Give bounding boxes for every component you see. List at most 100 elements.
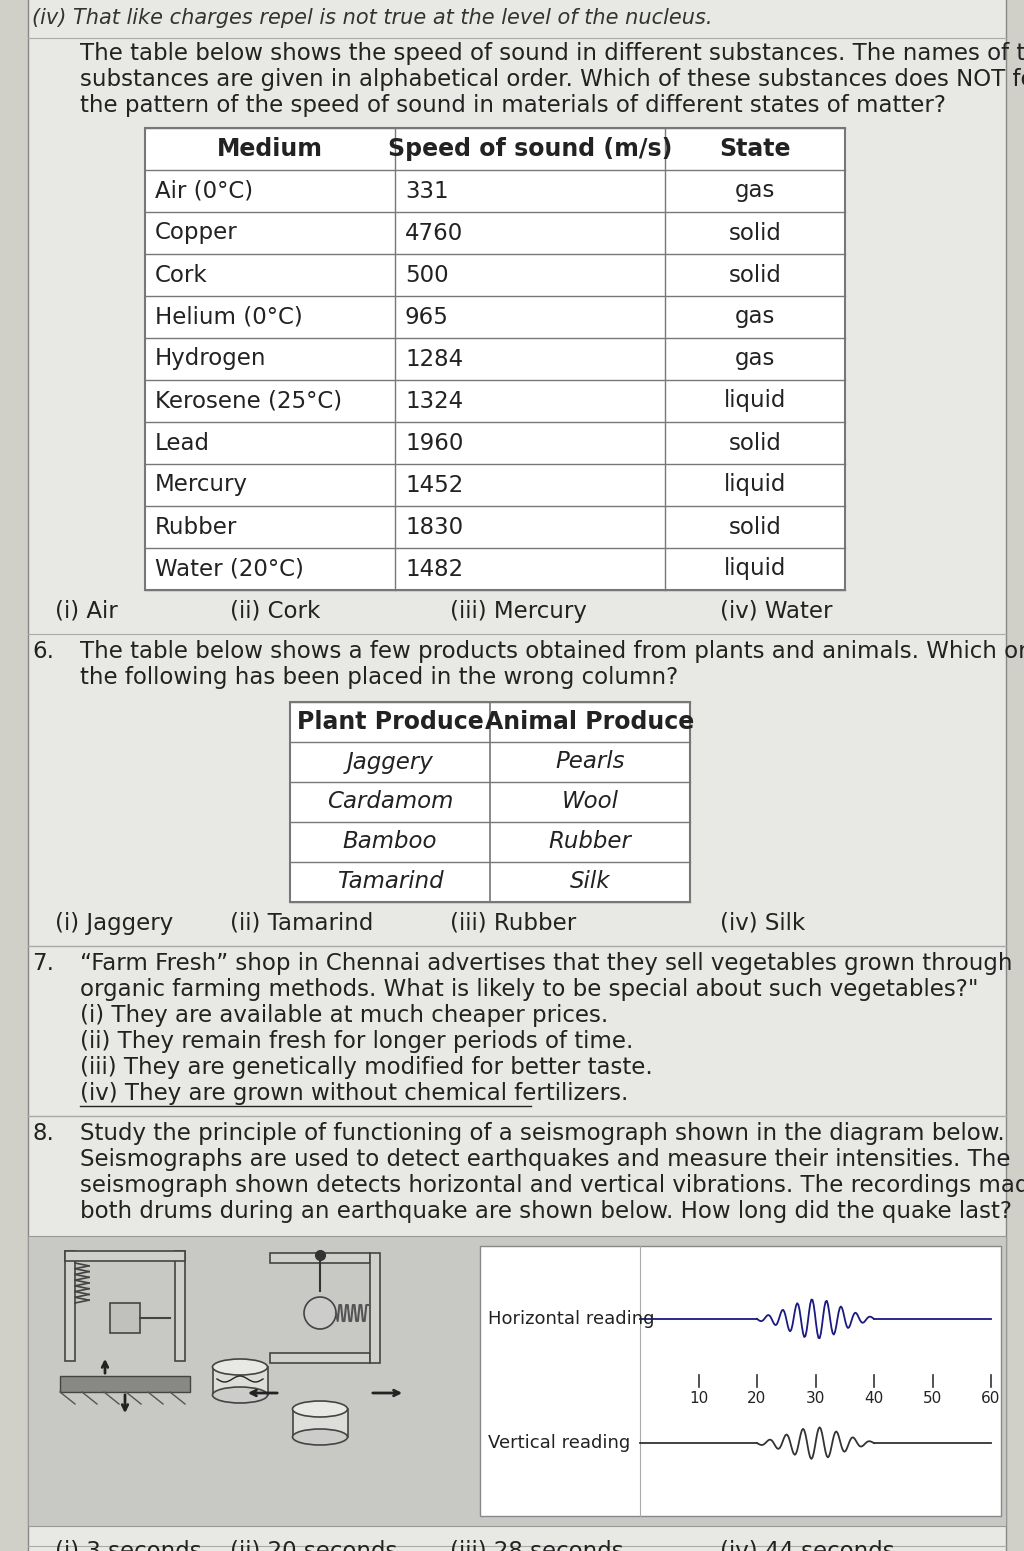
Text: (iv) That like charges repel is not true at the level of the nucleus.: (iv) That like charges repel is not true… [32, 8, 713, 28]
Text: Mercury: Mercury [155, 473, 248, 496]
Text: solid: solid [728, 222, 781, 245]
Text: Cardamom: Cardamom [327, 791, 454, 814]
Text: (i) 3 seconds: (i) 3 seconds [55, 1540, 202, 1551]
Bar [110, 1303, 140, 1332]
Bar [65, 1252, 75, 1360]
Text: Tamarind: Tamarind [337, 870, 443, 893]
Text: Horizontal reading: Horizontal reading [488, 1311, 654, 1328]
Text: 965: 965 [406, 306, 449, 329]
Bar [60, 1376, 190, 1391]
Text: 500: 500 [406, 264, 449, 287]
Text: Jaggery: Jaggery [347, 751, 433, 774]
Bar [290, 703, 690, 903]
Text: (iii) Rubber: (iii) Rubber [450, 912, 577, 935]
Text: (iii) They are genetically modified for better taste.: (iii) They are genetically modified for … [80, 1056, 652, 1079]
Text: Bamboo: Bamboo [343, 830, 437, 853]
Bar [1006, 0, 1024, 1551]
Bar [0, 0, 28, 1551]
Bar [293, 1408, 348, 1436]
Text: solid: solid [728, 431, 781, 454]
Ellipse shape [213, 1359, 267, 1376]
Text: Medium: Medium [217, 136, 323, 161]
Ellipse shape [293, 1428, 347, 1446]
Text: 6.: 6. [32, 641, 54, 662]
Text: Kerosene (25°C): Kerosene (25°C) [155, 389, 342, 413]
Text: The table below shows the speed of sound in different substances. The names of t: The table below shows the speed of sound… [80, 42, 1024, 65]
Text: (iv) 44 seconds: (iv) 44 seconds [720, 1540, 895, 1551]
Text: (iii) Mercury: (iii) Mercury [450, 600, 587, 624]
Bar [213, 1366, 268, 1394]
Bar [145, 129, 845, 589]
Text: Rubber: Rubber [155, 515, 238, 538]
Ellipse shape [213, 1387, 267, 1404]
Text: Animal Produce: Animal Produce [485, 710, 694, 734]
Text: Cork: Cork [155, 264, 208, 287]
Text: the following has been placed in the wrong column?: the following has been placed in the wro… [80, 665, 678, 689]
Text: liquid: liquid [724, 473, 786, 496]
Text: solid: solid [728, 264, 781, 287]
Bar [28, 1236, 1006, 1526]
Text: 20: 20 [748, 1391, 767, 1407]
Text: Air (0°C): Air (0°C) [155, 180, 253, 203]
Text: Plant Produce: Plant Produce [297, 710, 483, 734]
Text: 50: 50 [923, 1391, 942, 1407]
Text: Speed of sound (m/s): Speed of sound (m/s) [388, 136, 672, 161]
Text: The table below shows a few products obtained from plants and animals. Which one: The table below shows a few products obt… [80, 641, 1024, 662]
Text: Copper: Copper [155, 222, 238, 245]
Text: (i) Air: (i) Air [55, 600, 118, 624]
Text: solid: solid [728, 515, 781, 538]
Text: 1452: 1452 [406, 473, 463, 496]
Ellipse shape [304, 1297, 336, 1329]
Bar [270, 1253, 370, 1263]
Text: gas: gas [735, 306, 775, 329]
Text: gas: gas [735, 180, 775, 203]
Text: gas: gas [735, 347, 775, 371]
Text: 60: 60 [981, 1391, 1000, 1407]
Text: “Farm Fresh” shop in Chennai advertises that they sell vegetables grown through: “Farm Fresh” shop in Chennai advertises … [80, 952, 1013, 976]
Text: liquid: liquid [724, 557, 786, 580]
Text: 4760: 4760 [406, 222, 463, 245]
Text: 8.: 8. [32, 1121, 54, 1145]
Text: Vertical reading: Vertical reading [488, 1435, 630, 1452]
Text: (iii) 28 seconds: (iii) 28 seconds [450, 1540, 624, 1551]
Text: both drums during an earthquake are shown below. How long did the quake last?: both drums during an earthquake are show… [80, 1200, 1012, 1224]
Ellipse shape [293, 1401, 347, 1418]
Text: (iv) Water: (iv) Water [720, 600, 833, 624]
Text: Lead: Lead [155, 431, 210, 454]
Text: 331: 331 [406, 180, 449, 203]
Text: Water (20°C): Water (20°C) [155, 557, 304, 580]
Text: substances are given in alphabetical order. Which of these substances does NOT f: substances are given in alphabetical ord… [80, 68, 1024, 92]
Text: Helium (0°C): Helium (0°C) [155, 306, 303, 329]
Text: (iv) Silk: (iv) Silk [720, 912, 805, 935]
Text: the pattern of the speed of sound in materials of different states of matter?: the pattern of the speed of sound in mat… [80, 95, 946, 116]
Text: liquid: liquid [724, 389, 786, 413]
Bar [65, 1252, 185, 1261]
Text: 1482: 1482 [406, 557, 463, 580]
Text: seismograph shown detects horizontal and vertical vibrations. The recordings mad: seismograph shown detects horizontal and… [80, 1174, 1024, 1197]
Text: (ii) Tamarind: (ii) Tamarind [230, 912, 374, 935]
Text: State: State [719, 136, 791, 161]
Text: 10: 10 [689, 1391, 709, 1407]
Text: Silk: Silk [569, 870, 610, 893]
Text: Rubber: Rubber [549, 830, 632, 853]
Text: (ii) They remain fresh for longer periods of time.: (ii) They remain fresh for longer period… [80, 1030, 634, 1053]
Bar [270, 1352, 370, 1363]
Text: 1284: 1284 [406, 347, 463, 371]
Text: Hydrogen: Hydrogen [155, 347, 266, 371]
Text: 1960: 1960 [406, 431, 464, 454]
Text: Wool: Wool [561, 791, 618, 814]
Text: 30: 30 [806, 1391, 825, 1407]
Text: 1324: 1324 [406, 389, 463, 413]
Text: (i) Jaggery: (i) Jaggery [55, 912, 173, 935]
Text: 40: 40 [864, 1391, 884, 1407]
Text: (iv) They are grown without chemical fertilizers.: (iv) They are grown without chemical fer… [80, 1083, 629, 1104]
Text: (i) They are available at much cheaper prices.: (i) They are available at much cheaper p… [80, 1003, 608, 1027]
Bar [370, 1253, 380, 1363]
Text: organic farming methods. What is likely to be special about such vegetables?": organic farming methods. What is likely … [80, 979, 979, 1000]
Text: 7.: 7. [32, 952, 54, 976]
Text: Study the principle of functioning of a seismograph shown in the diagram below.: Study the principle of functioning of a … [80, 1121, 1005, 1145]
Text: 1830: 1830 [406, 515, 463, 538]
Text: (ii) 20 seconds: (ii) 20 seconds [230, 1540, 397, 1551]
Text: Pearls: Pearls [555, 751, 625, 774]
Bar [175, 1252, 185, 1360]
